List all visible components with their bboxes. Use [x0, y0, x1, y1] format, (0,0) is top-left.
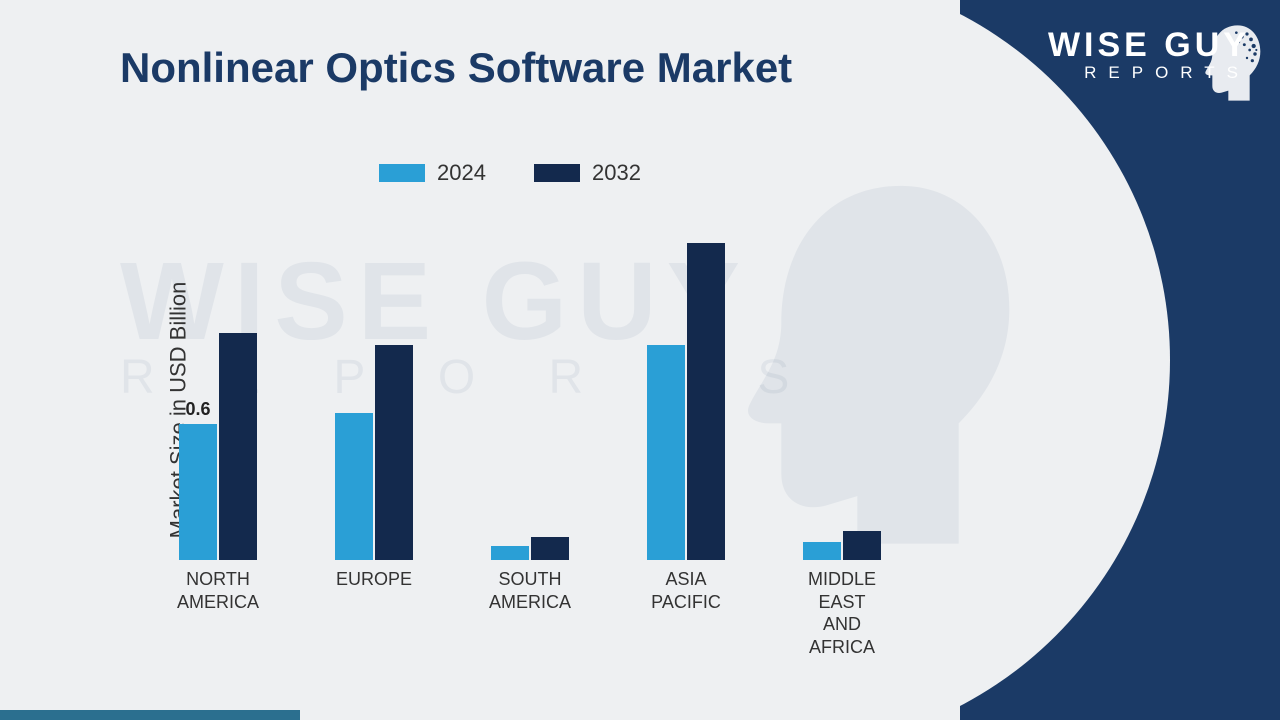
bar-group — [608, 220, 764, 560]
bar-2024 — [803, 542, 841, 560]
legend-swatch-2032 — [534, 164, 580, 182]
bar-groups: 0.6 — [140, 220, 920, 560]
x-axis-label: EUROPE — [296, 560, 452, 660]
chart-stage: WISE GUY R E P O R T S WISE GUY REPORTS … — [0, 0, 1280, 720]
bottom-accent — [0, 710, 300, 720]
bar-group — [296, 220, 452, 560]
legend: 2024 2032 — [100, 160, 920, 186]
chart-title: Nonlinear Optics Software Market — [120, 44, 792, 92]
bar-chart: Market Size in USD Billion 2024 2032 0.6… — [100, 160, 920, 660]
x-axis-label: MIDDLEEASTANDAFRICA — [764, 560, 920, 660]
bar-value-label: 0.6 — [185, 399, 210, 420]
legend-item-2024: 2024 — [379, 160, 486, 186]
x-axis-label: SOUTHAMERICA — [452, 560, 608, 660]
bar-group — [764, 220, 920, 560]
bar-2032 — [843, 531, 881, 560]
brand-logo: WISE GUY REPORTS — [1048, 28, 1250, 81]
bar-2024 — [179, 424, 217, 560]
legend-label-2024: 2024 — [437, 160, 486, 186]
legend-swatch-2024 — [379, 164, 425, 182]
plot-area: 0.6 — [140, 220, 920, 560]
bar-2024 — [335, 413, 373, 560]
bar-2024 — [647, 345, 685, 560]
bar-group — [452, 220, 608, 560]
bar-group: 0.6 — [140, 220, 296, 560]
brand-line1: WISE GUY — [1048, 28, 1250, 62]
bar-2024 — [491, 546, 529, 560]
legend-item-2032: 2032 — [534, 160, 641, 186]
brand-line2: REPORTS — [1048, 64, 1250, 81]
x-axis-label: NORTHAMERICA — [140, 560, 296, 660]
x-axis-labels: NORTHAMERICAEUROPESOUTHAMERICAASIAPACIFI… — [140, 560, 920, 660]
legend-label-2032: 2032 — [592, 160, 641, 186]
bar-2032 — [219, 333, 257, 560]
x-axis-label: ASIAPACIFIC — [608, 560, 764, 660]
bar-2032 — [687, 243, 725, 560]
bar-2032 — [375, 345, 413, 560]
bar-2032 — [531, 537, 569, 560]
